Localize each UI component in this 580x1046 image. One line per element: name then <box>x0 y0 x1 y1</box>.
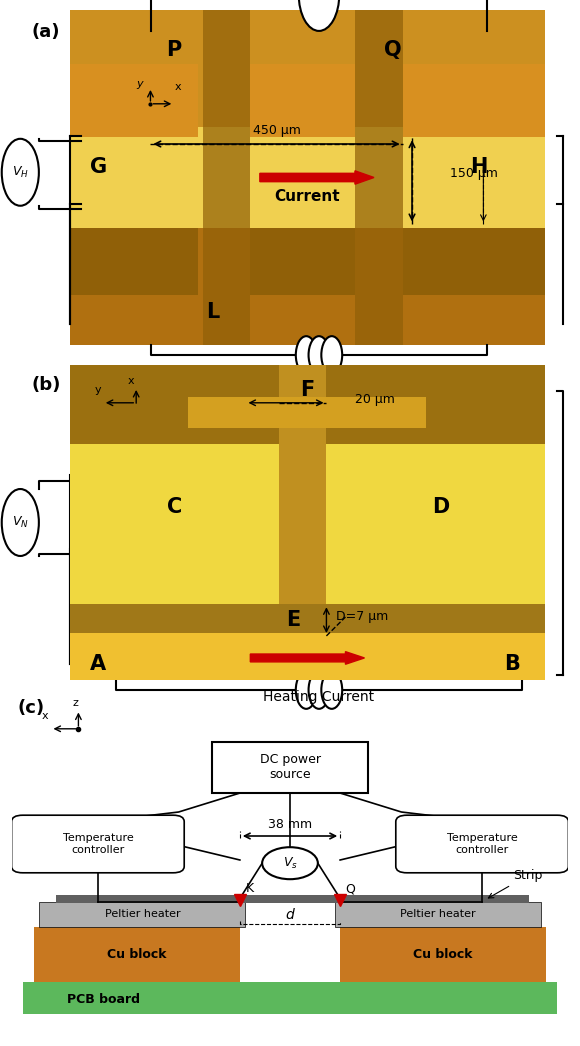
Text: H: H <box>470 158 487 178</box>
Text: Q: Q <box>346 882 356 895</box>
FancyArrow shape <box>251 652 364 664</box>
Text: $V_R$: $V_R$ <box>310 0 328 2</box>
Text: Cu block: Cu block <box>107 948 166 961</box>
Bar <box>70 365 545 444</box>
FancyBboxPatch shape <box>396 815 568 872</box>
Text: G: G <box>89 158 107 178</box>
Bar <box>279 365 327 617</box>
Text: Peltier heater: Peltier heater <box>104 909 180 919</box>
Text: K: K <box>245 882 253 895</box>
Text: L: L <box>206 301 219 321</box>
Circle shape <box>296 672 317 709</box>
Bar <box>251 228 355 295</box>
Bar <box>403 64 545 137</box>
Bar <box>70 228 545 345</box>
Circle shape <box>309 336 329 373</box>
Text: x: x <box>42 711 48 721</box>
Circle shape <box>2 139 39 206</box>
Text: $V_s$: $V_s$ <box>282 856 298 870</box>
Text: D=7 μm: D=7 μm <box>336 610 388 623</box>
Bar <box>355 10 403 345</box>
Bar <box>70 605 545 636</box>
FancyArrow shape <box>260 170 374 184</box>
Bar <box>251 64 355 137</box>
FancyBboxPatch shape <box>212 742 368 793</box>
Text: Temperature
controller: Temperature controller <box>63 834 133 855</box>
Bar <box>340 927 546 981</box>
Circle shape <box>262 847 318 880</box>
Circle shape <box>2 490 39 556</box>
Text: y: y <box>95 385 102 395</box>
Text: Temperature
controller: Temperature controller <box>447 834 517 855</box>
Text: C: C <box>166 497 182 517</box>
Text: z: z <box>72 699 78 708</box>
Text: PCB board: PCB board <box>67 993 140 1005</box>
Circle shape <box>321 336 342 373</box>
Text: $d$: $d$ <box>285 907 295 922</box>
Text: F: F <box>300 380 314 401</box>
Text: (c): (c) <box>17 699 44 717</box>
Bar <box>70 64 198 137</box>
Text: Q: Q <box>384 40 402 61</box>
Bar <box>188 396 426 428</box>
Bar <box>70 228 198 295</box>
Bar <box>70 365 545 444</box>
Text: 150 μm: 150 μm <box>450 167 498 181</box>
Circle shape <box>296 336 317 373</box>
Text: y: y <box>136 79 143 89</box>
Bar <box>335 902 541 927</box>
Bar <box>56 895 530 903</box>
Text: 450 μm: 450 μm <box>252 123 300 137</box>
Text: (a): (a) <box>31 23 60 41</box>
Circle shape <box>309 672 329 709</box>
Text: E: E <box>286 610 300 630</box>
Text: DC power
source: DC power source <box>259 753 321 781</box>
Circle shape <box>299 0 339 31</box>
Bar <box>70 617 545 680</box>
Bar <box>23 981 557 1014</box>
Bar <box>70 10 545 128</box>
Text: A: A <box>90 654 106 675</box>
Text: Cu block: Cu block <box>414 948 473 961</box>
Text: x: x <box>174 83 181 92</box>
Text: D: D <box>432 497 449 517</box>
Bar <box>403 228 545 295</box>
Text: $V_N$: $V_N$ <box>12 515 29 530</box>
Text: P: P <box>166 40 182 61</box>
Text: 20 μm: 20 μm <box>355 393 395 406</box>
Text: $V_H$: $V_H$ <box>12 164 29 180</box>
Text: Strip: Strip <box>488 869 542 899</box>
Bar <box>39 902 245 927</box>
Text: (b): (b) <box>31 377 61 394</box>
FancyBboxPatch shape <box>12 815 184 872</box>
Bar <box>70 128 545 228</box>
Bar <box>70 633 545 680</box>
Text: x: x <box>128 376 135 386</box>
Text: Peltier heater: Peltier heater <box>400 909 476 919</box>
Circle shape <box>321 672 342 709</box>
Bar <box>203 10 251 345</box>
Text: Heating Current: Heating Current <box>263 690 375 704</box>
Bar <box>34 927 240 981</box>
Bar <box>70 444 545 617</box>
Text: B: B <box>504 654 520 675</box>
Text: Current: Current <box>274 189 340 204</box>
Text: 38 mm: 38 mm <box>268 818 312 831</box>
